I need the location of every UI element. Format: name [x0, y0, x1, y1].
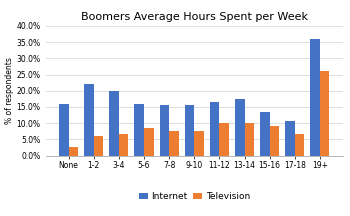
Bar	[169, 131, 178, 156]
Bar	[144, 128, 154, 156]
Bar	[109, 91, 119, 156]
Bar	[185, 105, 194, 156]
Bar	[160, 105, 169, 156]
Bar	[285, 121, 295, 156]
Bar	[219, 123, 229, 156]
Bar	[320, 71, 329, 156]
Bar	[235, 99, 245, 156]
Bar	[210, 102, 219, 156]
Bar	[245, 123, 254, 156]
Bar	[295, 134, 304, 156]
Bar	[194, 131, 204, 156]
Bar	[84, 84, 94, 156]
Bar	[260, 112, 270, 156]
Bar	[310, 39, 320, 156]
Bar	[119, 134, 128, 156]
Bar	[59, 104, 69, 156]
Bar	[69, 147, 78, 156]
Bar	[94, 136, 103, 156]
Title: Boomers Average Hours Spent per Week: Boomers Average Hours Spent per Week	[81, 12, 308, 22]
Bar	[270, 126, 279, 156]
Legend: Internet, Television: Internet, Television	[135, 189, 253, 205]
Bar	[134, 104, 144, 156]
Y-axis label: % of respondents: % of respondents	[5, 57, 14, 124]
